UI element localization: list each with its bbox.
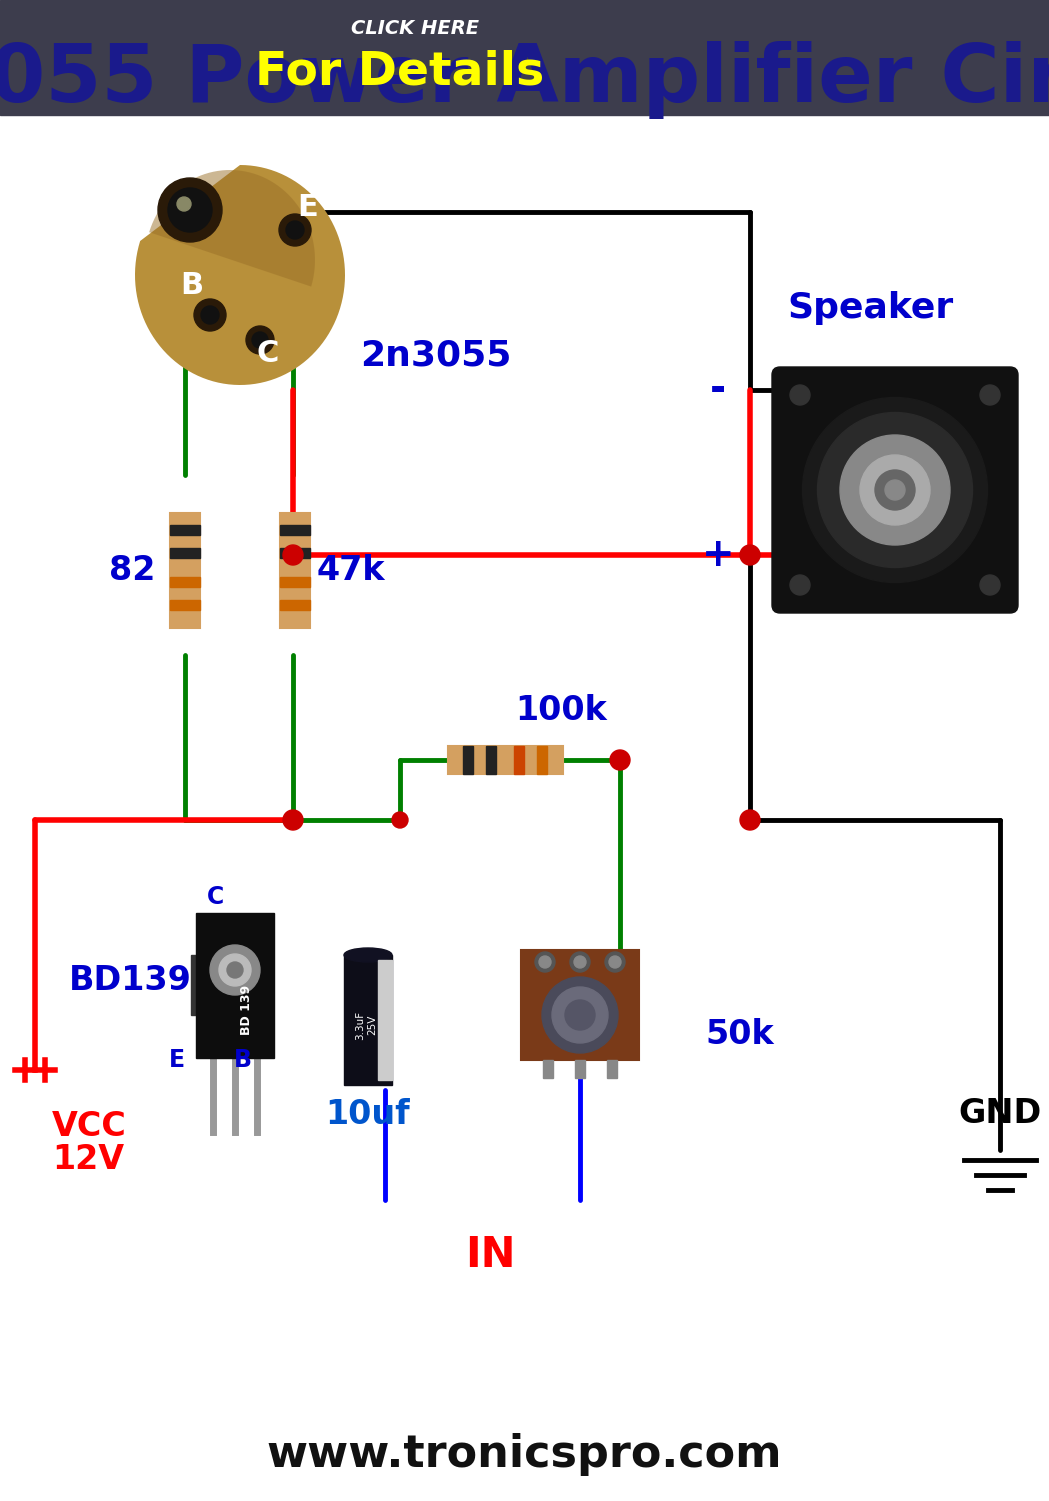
Text: 82: 82 <box>109 554 155 587</box>
Text: 47k: 47k <box>317 554 385 587</box>
Bar <box>607 1060 617 1078</box>
Circle shape <box>542 977 618 1054</box>
Circle shape <box>177 197 191 212</box>
Text: GND: GND <box>959 1097 1042 1130</box>
Text: CLICK HERE: CLICK HERE <box>351 18 479 38</box>
Bar <box>170 525 200 534</box>
Text: C: C <box>257 339 279 368</box>
Circle shape <box>247 326 274 354</box>
Text: B: B <box>180 270 204 300</box>
Circle shape <box>574 956 586 968</box>
Ellipse shape <box>875 470 915 510</box>
Circle shape <box>210 946 260 995</box>
Text: C: C <box>207 886 223 910</box>
Text: 3.3uF
25V: 3.3uF 25V <box>356 1010 377 1040</box>
Bar <box>196 913 274 1058</box>
FancyBboxPatch shape <box>772 368 1018 612</box>
Text: www.tronicspro.com: www.tronicspro.com <box>266 1433 782 1477</box>
Circle shape <box>740 811 759 830</box>
Circle shape <box>219 955 251 986</box>
Bar <box>280 525 311 534</box>
Circle shape <box>565 1000 595 1030</box>
Text: E: E <box>298 192 319 222</box>
Text: VCC
12V: VCC 12V <box>52 1111 127 1175</box>
Circle shape <box>279 215 311 246</box>
Text: 10uf: 10uf <box>325 1099 410 1132</box>
Text: 2N3055 Power Amplifier Circuit: 2N3055 Power Amplifier Circuit <box>0 41 1049 119</box>
Text: +: + <box>702 536 734 573</box>
Bar <box>280 548 311 558</box>
Circle shape <box>605 952 625 973</box>
Ellipse shape <box>344 949 392 962</box>
Text: Speaker: Speaker <box>787 291 954 326</box>
Text: -: - <box>710 371 726 408</box>
Text: For Details: For Details <box>255 50 544 95</box>
Bar <box>170 512 200 627</box>
Bar <box>280 599 311 609</box>
Text: 100k: 100k <box>515 693 606 726</box>
Circle shape <box>252 332 267 348</box>
Circle shape <box>609 956 621 968</box>
Bar <box>575 1060 585 1078</box>
Circle shape <box>283 811 303 830</box>
Polygon shape <box>149 170 315 287</box>
Circle shape <box>535 952 555 973</box>
Circle shape <box>227 962 243 979</box>
Bar <box>521 950 639 1060</box>
Bar <box>543 1060 553 1078</box>
Ellipse shape <box>885 480 905 500</box>
Bar <box>514 746 523 775</box>
Circle shape <box>740 545 759 564</box>
Bar <box>170 576 200 587</box>
Text: B: B <box>234 1048 252 1072</box>
Circle shape <box>980 384 1000 405</box>
Bar <box>191 955 196 1015</box>
Bar <box>464 746 473 775</box>
Polygon shape <box>135 165 345 384</box>
Bar <box>537 746 547 775</box>
Circle shape <box>392 812 408 829</box>
Circle shape <box>611 750 630 770</box>
Bar <box>344 955 392 1085</box>
Ellipse shape <box>840 435 950 545</box>
Circle shape <box>790 575 810 594</box>
Circle shape <box>283 545 303 564</box>
Text: E: E <box>169 1048 185 1072</box>
Ellipse shape <box>860 455 930 525</box>
Circle shape <box>158 179 222 242</box>
Text: 50k: 50k <box>706 1019 774 1052</box>
Circle shape <box>980 575 1000 594</box>
Circle shape <box>790 384 810 405</box>
Text: BD 139: BD 139 <box>240 985 254 1036</box>
Text: IN: IN <box>465 1234 515 1276</box>
Text: 2n3055: 2n3055 <box>360 338 511 372</box>
Circle shape <box>539 956 551 968</box>
Bar <box>0 0 1049 116</box>
Circle shape <box>570 952 590 973</box>
Circle shape <box>552 988 608 1043</box>
Circle shape <box>168 188 212 233</box>
Circle shape <box>201 306 219 324</box>
Bar <box>170 599 200 609</box>
Circle shape <box>286 221 304 239</box>
Bar <box>170 548 200 558</box>
Ellipse shape <box>802 398 987 582</box>
Bar <box>280 576 311 587</box>
Circle shape <box>194 299 226 332</box>
Text: BD139: BD139 <box>68 964 191 997</box>
Ellipse shape <box>817 413 972 567</box>
Bar <box>280 512 311 627</box>
Bar <box>448 746 562 775</box>
Bar <box>486 746 496 775</box>
Bar <box>378 961 392 1081</box>
